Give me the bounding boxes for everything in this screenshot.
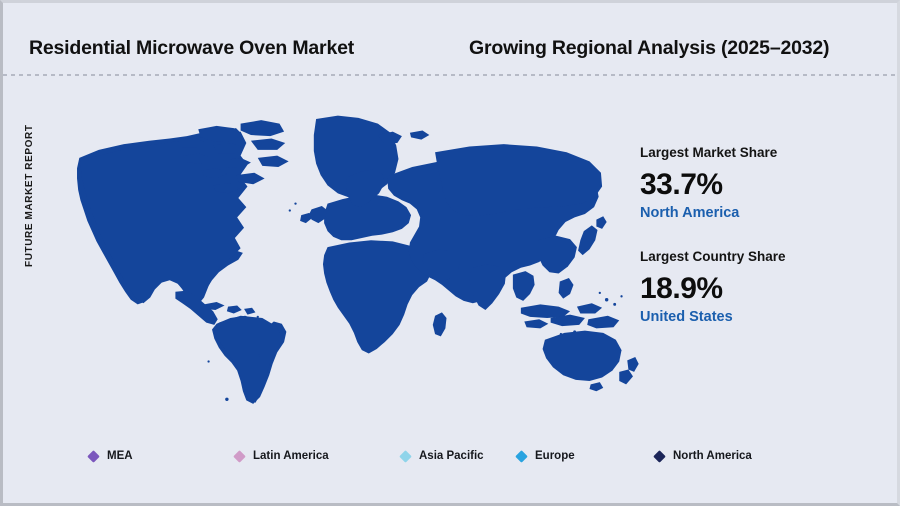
header-divider	[3, 74, 897, 76]
stat-block-country-share: Largest Country Share 18.9% United State…	[640, 248, 880, 326]
stat-value: 33.7%	[640, 167, 723, 201]
page-subtitle: Growing Regional Analysis (2025–2032)	[469, 37, 830, 59]
legend-diamond-icon	[87, 450, 100, 464]
stat-region: North America	[640, 204, 740, 221]
indonesia	[520, 304, 571, 319]
arabia	[422, 249, 461, 282]
stat-label: Largest Market Share	[640, 145, 778, 160]
legend-diamond-icon	[233, 450, 246, 464]
scandinavia	[345, 169, 385, 208]
region-europe	[324, 194, 412, 241]
map-landmasses	[77, 115, 639, 404]
legend-label: Europe	[535, 450, 575, 462]
legend-item-north-america: North America	[653, 450, 752, 464]
page-title: Residential Microwave Oven Market	[29, 37, 355, 59]
stat-region: United States	[640, 308, 733, 325]
india	[469, 264, 506, 311]
australia	[542, 330, 622, 381]
new-zealand	[627, 356, 639, 372]
brand-side-label: FUTURE MARKET REPORT	[24, 124, 35, 267]
world-map-svg	[77, 115, 639, 404]
header: Residential Microwave Oven Market Growin…	[3, 3, 897, 76]
legend-diamond-icon	[653, 450, 666, 464]
legend-item-europe: Europe	[515, 450, 575, 464]
legend-label: MEA	[107, 450, 133, 462]
legend-item-mea: MEA	[87, 450, 133, 464]
madagascar	[432, 312, 447, 337]
philippines	[558, 278, 574, 299]
legend-item-latin-america: Latin America	[233, 450, 329, 464]
british-isles	[309, 205, 328, 224]
legend-label: Asia Pacific	[419, 450, 484, 462]
region-africa	[322, 240, 432, 354]
stat-block-market-share: Largest Market Share 33.7% North America	[640, 145, 880, 222]
legend-label: Latin America	[253, 450, 329, 462]
stat-label: Largest Country Share	[640, 248, 786, 264]
stats-panel: Largest Market Share 33.7% North America…	[640, 145, 880, 354]
stat-value: 18.9%	[640, 271, 723, 305]
legend-diamond-icon	[399, 450, 412, 464]
legend-label: North America	[673, 450, 752, 462]
world-map	[69, 103, 641, 405]
legend-item-asia-pacific: Asia Pacific	[399, 450, 484, 464]
legend-diamond-icon	[515, 450, 528, 464]
map-legend: MEA Latin America Asia Pacific Europe No…	[87, 450, 877, 471]
japan	[578, 225, 598, 256]
central-america	[175, 290, 218, 325]
